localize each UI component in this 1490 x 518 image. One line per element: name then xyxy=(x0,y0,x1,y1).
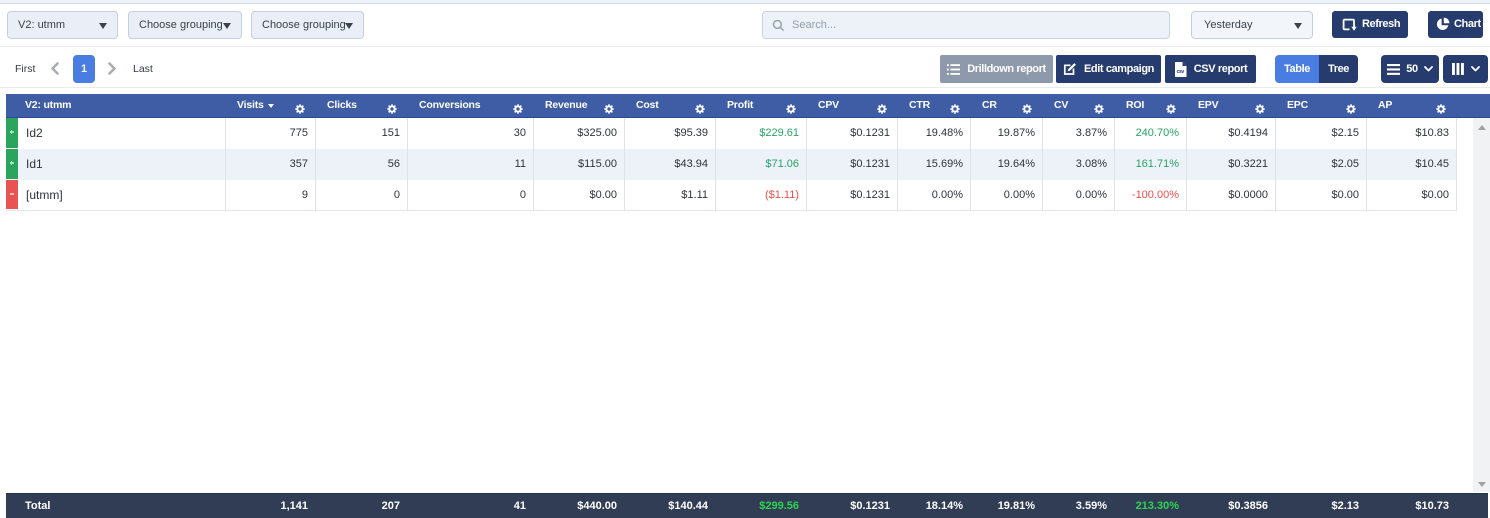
svg-text:csv: csv xyxy=(1176,69,1184,75)
